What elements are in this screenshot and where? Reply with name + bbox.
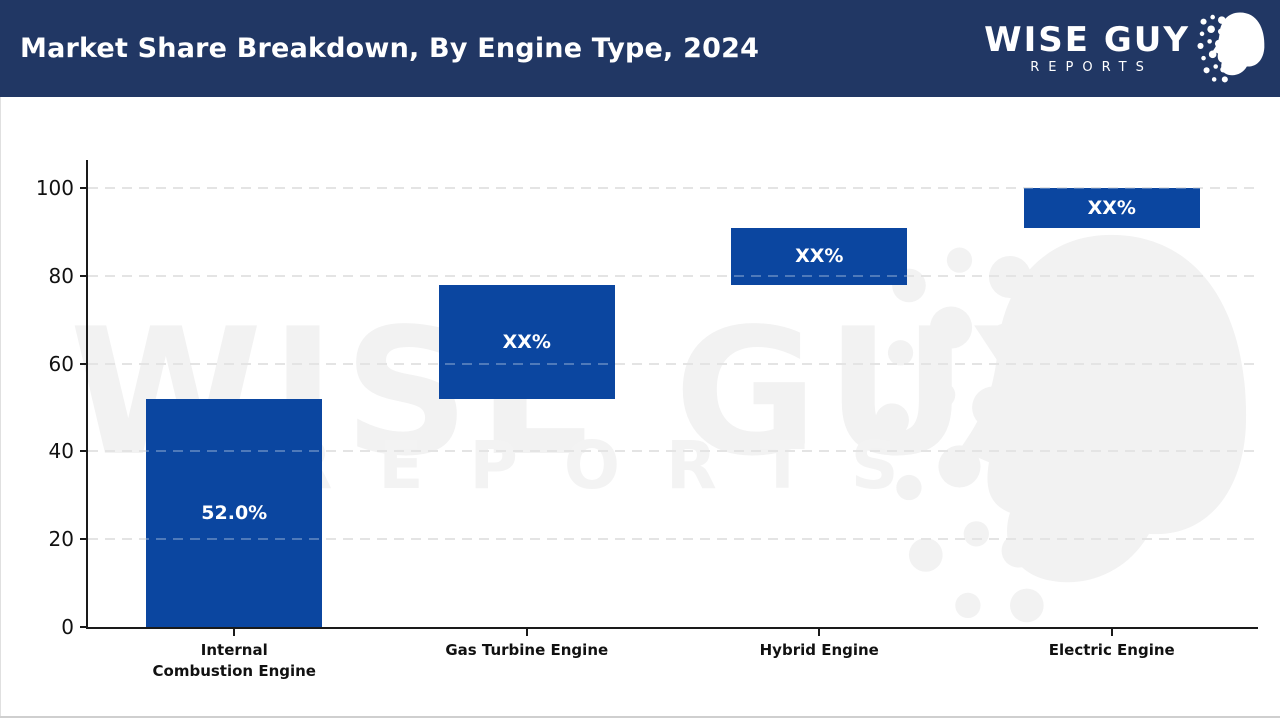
left-border	[0, 97, 1, 717]
y-tick-0	[80, 626, 88, 628]
x-category-label-4: Electric Engine	[1048, 641, 1175, 659]
bar-value-label-4: XX%	[1087, 196, 1136, 219]
header-bar: Market Share Breakdown, By Engine Type, …	[0, 0, 1280, 97]
y-tick-label-20: 20	[48, 527, 74, 552]
y-tick-100	[80, 187, 88, 189]
face-profile-icon	[1197, 12, 1265, 82]
x-tick-4	[1110, 628, 1113, 636]
gridline-overlay-80	[88, 274, 1258, 277]
gridline-overlay-20	[88, 538, 1258, 541]
logo-wordmark: WISE GUY	[984, 20, 1190, 60]
gridline-overlay-100	[88, 187, 1258, 189]
gridline-80	[88, 274, 1258, 277]
bar-value-label-2: XX%	[502, 330, 551, 353]
gridline-100	[88, 187, 1258, 189]
x-category-label-1: Internal Combustion Engine	[152, 641, 316, 680]
y-tick-label-60: 60	[48, 351, 74, 376]
y-tick-80	[80, 274, 88, 277]
bar-value-label-1: 52.0%	[201, 501, 268, 524]
logo-text: WISE GUY REPORTS	[984, 23, 1190, 74]
y-tick-label-100: 100	[35, 176, 74, 200]
y-tick-20	[80, 538, 88, 541]
gridline-overlay-60	[88, 362, 1258, 365]
x-category-label-3: Hybrid Engine	[759, 641, 879, 659]
gridline-overlay-40	[88, 450, 1258, 453]
bottom-border	[0, 716, 1280, 718]
logo-subtitle: REPORTS	[1030, 60, 1153, 75]
wise-guy-reports-logo: WISE GUY REPORTS	[984, 11, 1266, 87]
gridline-60	[88, 362, 1258, 365]
gridline-40	[88, 450, 1258, 453]
bar-1: 52.0%	[146, 398, 323, 627]
bar-3: XX%	[731, 227, 908, 285]
x-tick-3	[818, 628, 821, 636]
bar-value-label-3: XX%	[795, 245, 844, 268]
watermark-face-icon	[875, 234, 1247, 623]
x-axis	[86, 627, 1258, 629]
bar-2: XX%	[438, 284, 615, 399]
gridline-20	[88, 538, 1258, 541]
x-tick-1	[233, 628, 236, 636]
y-tick-label-40: 40	[48, 439, 74, 464]
y-tick-40	[80, 450, 88, 453]
y-tick-label-80: 80	[48, 263, 74, 288]
y-axis	[86, 160, 88, 629]
page-title: Market Share Breakdown, By Engine Type, …	[20, 33, 760, 64]
y-tick-label-0: 0	[61, 615, 74, 639]
x-tick-2	[525, 628, 528, 636]
x-category-label-2: Gas Turbine Engine	[445, 641, 609, 659]
bar-4: XX%	[1023, 188, 1200, 228]
y-tick-60	[80, 362, 88, 365]
